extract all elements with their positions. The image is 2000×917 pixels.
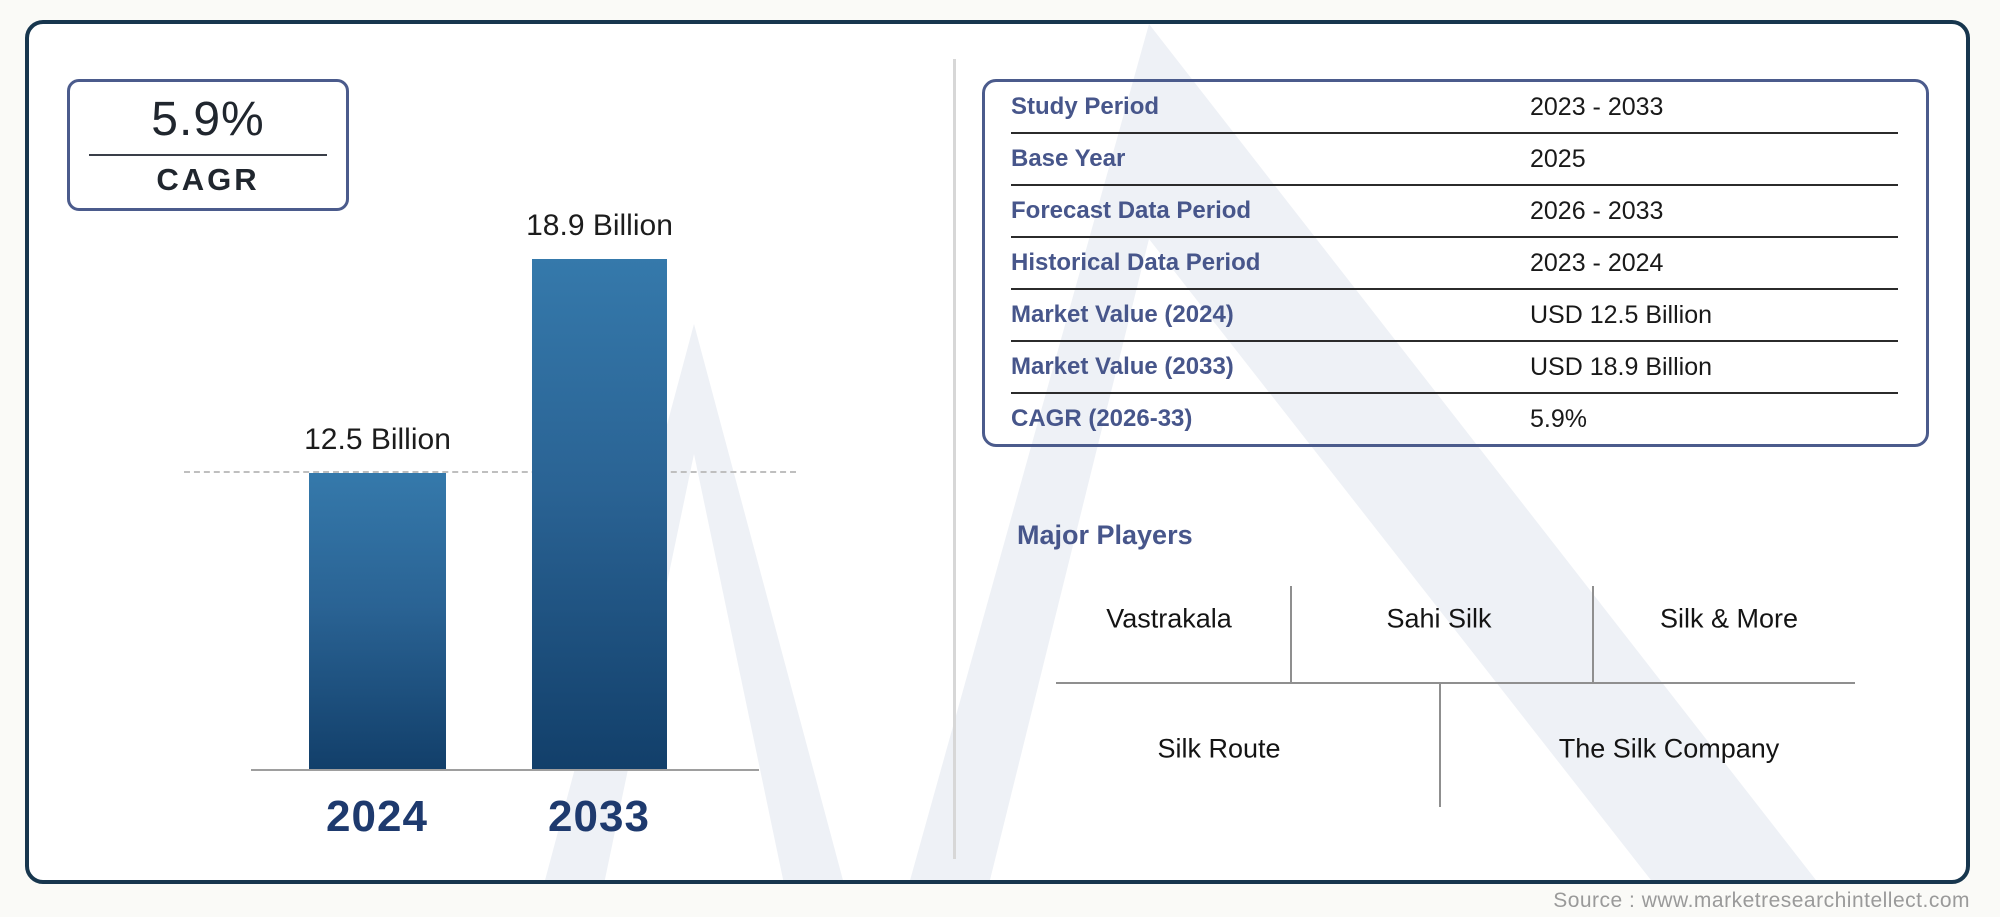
row-value: 2023 - 2033 <box>1530 92 1664 121</box>
market-info-table: Study Period 2023 - 2033 Base Year 2025 … <box>982 79 1929 447</box>
row-label: Market Value (2024) <box>1011 301 1234 328</box>
player-name: Silk Route <box>1157 733 1281 764</box>
infographic-card: 5.9% CAGR 12.5 Billion 18.9 Billion 2024… <box>25 20 1970 884</box>
row-label: Market Value (2033) <box>1011 353 1234 380</box>
row-label: Historical Data Period <box>1011 249 1261 276</box>
cagr-value: 5.9% <box>151 93 265 146</box>
table-row: Base Year 2025 <box>1011 134 1898 186</box>
major-players-heading: Major Players <box>1017 520 1193 550</box>
x-tick-2024: 2024 <box>326 792 428 841</box>
row-label: Study Period <box>1011 93 1160 120</box>
row-value: 2026 - 2033 <box>1530 196 1664 225</box>
row-label: Forecast Data Period <box>1011 197 1252 224</box>
x-axis-line <box>251 769 759 771</box>
table-row: Market Value (2033) USD 18.9 Billion <box>1011 342 1898 394</box>
player-name: Vastrakala <box>1106 603 1232 634</box>
players-grid-vline <box>1592 586 1594 682</box>
player-name: Sahi Silk <box>1386 603 1492 634</box>
row-label: Base Year <box>1011 145 1126 172</box>
row-value: 5.9% <box>1530 404 1587 433</box>
row-value: USD 18.9 Billion <box>1530 352 1713 381</box>
table-row: Forecast Data Period 2026 - 2033 <box>1011 186 1898 238</box>
row-label: CAGR (2026-33) <box>1011 405 1193 432</box>
brand-watermark-icon <box>545 24 1816 880</box>
cagr-divider-line <box>89 154 327 156</box>
player-name: Silk & More <box>1659 603 1799 634</box>
row-value: 2023 - 2024 <box>1530 248 1664 277</box>
cagr-highlight-box: 5.9% CAGR <box>67 79 349 211</box>
bar-2033 <box>532 259 667 769</box>
x-tick-2033: 2033 <box>548 792 650 841</box>
bar-value-label-2033: 18.9 Billion <box>526 209 673 242</box>
table-row: Study Period 2023 - 2033 <box>1011 82 1898 134</box>
table-row: Historical Data Period 2023 - 2024 <box>1011 238 1898 290</box>
table-row: CAGR (2026-33) 5.9% <box>1011 394 1898 444</box>
player-name: The Silk Company <box>1558 733 1780 764</box>
row-value: USD 12.5 Billion <box>1530 300 1713 329</box>
cagr-label: CAGR <box>156 162 260 197</box>
row-value: 2025 <box>1530 144 1586 173</box>
reference-dashed-line <box>184 471 796 473</box>
bar-value-label-2024: 12.5 Billion <box>304 423 451 456</box>
section-divider <box>953 59 956 859</box>
source-attribution: Source : www.marketresearchintellect.com <box>1553 889 1970 912</box>
bar-2024 <box>309 473 446 769</box>
table-row: Market Value (2024) USD 12.5 Billion <box>1011 290 1898 342</box>
players-grid-hline <box>1056 682 1855 684</box>
players-grid-vline <box>1439 682 1441 807</box>
players-grid-vline <box>1290 586 1292 682</box>
